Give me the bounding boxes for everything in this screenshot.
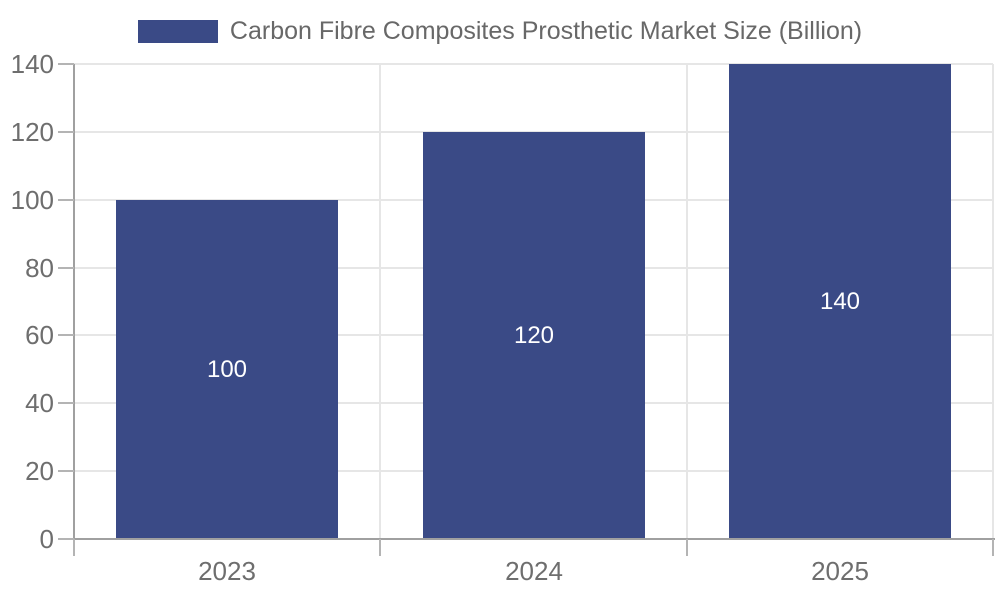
bar-2024: 120 (423, 132, 645, 539)
y-tick-mark (58, 130, 74, 133)
bar-value-label: 120 (513, 321, 555, 349)
x-axis-tick-label: 2024 (505, 556, 563, 586)
x-tick-mark (992, 539, 994, 556)
y-axis-tick-label: 0 (39, 524, 54, 554)
bar-value-label: 140 (819, 287, 861, 315)
bar-2025: 140 (729, 64, 951, 539)
bar-value-label: 100 (206, 355, 248, 383)
y-axis-tick-label: 100 (10, 184, 54, 215)
y-axis-tick-label: 20 (25, 456, 54, 487)
legend-color-swatch (137, 19, 218, 43)
y-tick-mark (58, 334, 74, 337)
y-axis-tick-label: 120 (10, 116, 54, 147)
x-tick-mark (73, 539, 75, 556)
x-tick-mark (379, 539, 382, 556)
bar-2023: 100 (116, 200, 338, 539)
chart-legend: Carbon Fibre Composites Prosthetic Marke… (0, 17, 1000, 45)
y-tick-mark (58, 266, 74, 269)
legend-series-label: Carbon Fibre Composites Prosthetic Marke… (229, 17, 863, 45)
x-axis-tick-label: 2023 (198, 556, 256, 586)
x-axis-line (73, 538, 995, 540)
x-tick-mark (685, 539, 688, 556)
y-tick-mark (58, 63, 74, 65)
y-axis-tick-label: 140 (10, 49, 54, 79)
v-gridline (992, 64, 994, 539)
y-tick-mark (58, 402, 74, 405)
v-gridline (379, 64, 382, 539)
plot-area: 100 120 140 (74, 63, 994, 539)
y-axis-tick-label: 80 (25, 252, 54, 283)
v-gridline (685, 64, 688, 539)
y-axis-line (73, 64, 75, 556)
y-axis-tick-label: 40 (25, 388, 54, 419)
y-tick-mark (58, 198, 74, 201)
y-axis-tick-label: 60 (25, 320, 54, 351)
y-tick-mark (58, 538, 74, 540)
h-gridline (74, 130, 993, 133)
x-axis-tick-label: 2025 (811, 556, 869, 586)
y-tick-mark (58, 470, 74, 473)
h-gridline (74, 63, 993, 65)
